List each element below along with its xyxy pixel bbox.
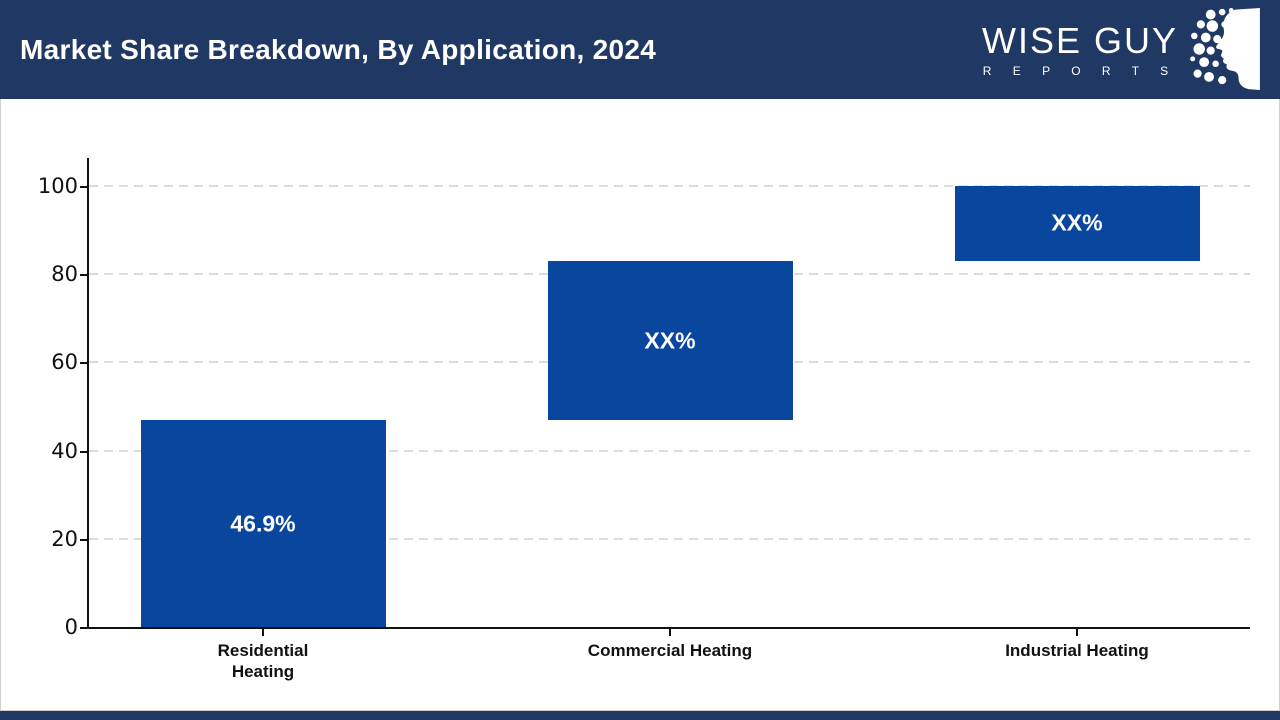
bar-segment-3 — [954, 186, 1200, 261]
bar-value-label-3: XX% — [1051, 209, 1103, 236]
bar-segment-2 — [547, 260, 793, 421]
x-category-label-2: Commercial Heating — [587, 641, 753, 660]
x-tick-mark-2 — [669, 629, 671, 636]
gridline-40 — [89, 449, 1250, 452]
x-tick-mark-3 — [1076, 629, 1078, 636]
brand-logo-text: WISE GUY R E P O R T S — [982, 20, 1178, 78]
brand-face-icon — [1190, 8, 1260, 90]
y-axis-line — [87, 158, 89, 629]
y-tick-mark-100 — [80, 186, 87, 188]
gridline-100 — [89, 185, 1250, 187]
y-tick-label-20: 20 — [51, 526, 78, 551]
bar-segment-1 — [140, 420, 386, 627]
brand-name: WISE GUY — [981, 20, 1178, 61]
y-tick-label-0: 0 — [64, 615, 78, 639]
y-tick-mark-0 — [80, 627, 87, 629]
footer-bar — [0, 711, 1280, 720]
x-category-label-1: Residential Heating — [217, 641, 309, 681]
y-tick-label-40: 40 — [51, 438, 78, 463]
y-tick-label-100: 100 — [37, 174, 78, 198]
brand-logo: WISE GUY R E P O R T S — [982, 8, 1266, 90]
y-tick-mark-60 — [80, 362, 87, 365]
brand-subtitle: R E P O R T S — [982, 64, 1178, 78]
y-tick-mark-80 — [80, 274, 87, 277]
x-axis-line — [87, 627, 1250, 629]
x-tick-mark-1 — [262, 629, 264, 636]
bar-value-label-2: XX% — [644, 327, 696, 354]
bar-value-label-1: 46.9% — [230, 510, 296, 537]
header-bar: Market Share Breakdown, By Application, … — [0, 0, 1280, 99]
y-tick-mark-20 — [80, 538, 87, 541]
gridline-20 — [89, 537, 1250, 540]
page-title: Market Share Breakdown, By Application, … — [20, 34, 657, 65]
x-category-label-3: Industrial Heating — [1005, 641, 1149, 660]
y-tick-mark-40 — [80, 450, 87, 453]
y-tick-label-60: 60 — [51, 350, 78, 375]
y-tick-label-80: 80 — [51, 262, 78, 287]
